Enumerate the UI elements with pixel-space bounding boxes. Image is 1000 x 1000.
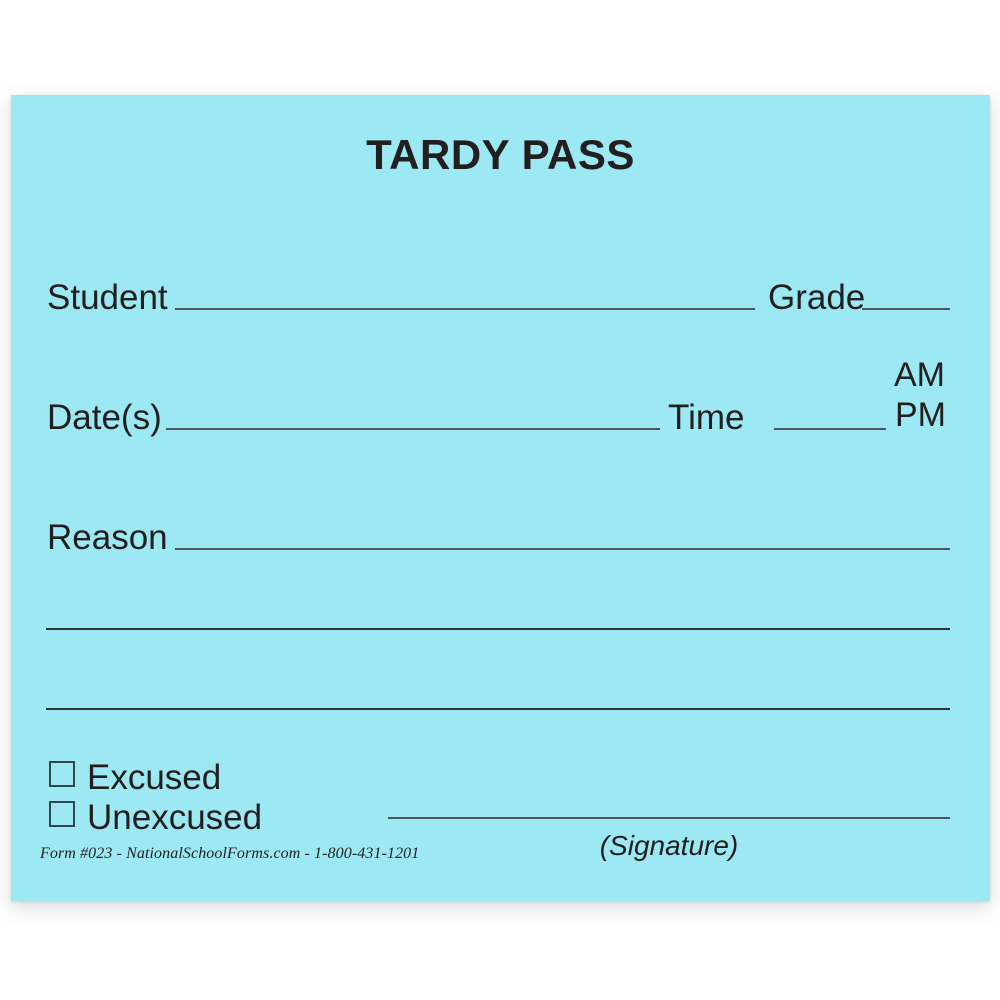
pm-label[interactable]: PM <box>895 396 946 434</box>
time-input-line[interactable] <box>774 428 886 430</box>
student-input-line[interactable] <box>175 308 755 310</box>
grade-input-line[interactable] <box>862 308 950 310</box>
checkbox-unexcused[interactable] <box>49 801 75 827</box>
student-field-label: Student <box>47 278 168 317</box>
reason-input-line-3[interactable] <box>46 708 950 710</box>
checkbox-excused-label[interactable]: Excused <box>87 758 222 797</box>
grade-field-label: Grade <box>768 278 866 317</box>
checkbox-unexcused-label[interactable]: Unexcused <box>87 798 263 837</box>
reason-input-line-1[interactable] <box>175 548 950 550</box>
signature-input-line[interactable] <box>388 817 950 819</box>
checkbox-excused[interactable] <box>49 761 75 787</box>
am-label[interactable]: AM <box>894 356 945 394</box>
signature-caption: (Signature) <box>599 830 739 861</box>
time-field-label: Time <box>668 398 745 437</box>
dates-field-label: Date(s) <box>47 398 162 437</box>
reason-field-label: Reason <box>47 518 168 557</box>
page-title: TARDY PASS <box>366 131 635 178</box>
tardy-pass-card: TARDY PASS Student Grade Date(s) Time AM… <box>11 95 990 901</box>
form-fine-print: Form #023 - NationalSchoolForms.com - 1-… <box>40 845 420 862</box>
reason-input-line-2[interactable] <box>46 628 950 630</box>
dates-input-line[interactable] <box>166 428 660 430</box>
